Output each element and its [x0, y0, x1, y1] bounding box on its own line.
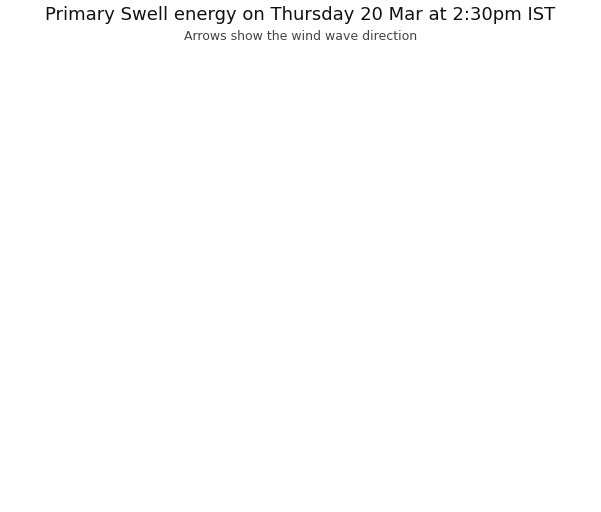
Text: Primary Swell energy on Thursday 20 Mar at 2:30pm IST: Primary Swell energy on Thursday 20 Mar … — [45, 6, 556, 24]
Text: Arrows show the wind wave direction: Arrows show the wind wave direction — [184, 30, 417, 44]
Text: Need cartopy: No module named 'cartopy': Need cartopy: No module named 'cartopy' — [153, 272, 448, 286]
